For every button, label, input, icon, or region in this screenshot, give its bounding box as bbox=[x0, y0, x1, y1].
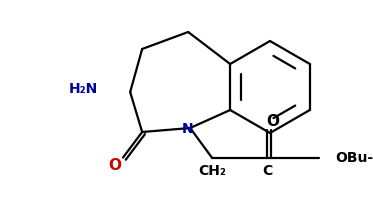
Text: CH₂: CH₂ bbox=[198, 164, 226, 178]
Text: O: O bbox=[267, 113, 280, 129]
Text: N: N bbox=[181, 122, 193, 136]
Text: H₂N: H₂N bbox=[69, 82, 98, 96]
Text: O: O bbox=[109, 158, 122, 173]
Text: C: C bbox=[262, 164, 272, 178]
Text: OBu-t: OBu-t bbox=[335, 151, 373, 165]
